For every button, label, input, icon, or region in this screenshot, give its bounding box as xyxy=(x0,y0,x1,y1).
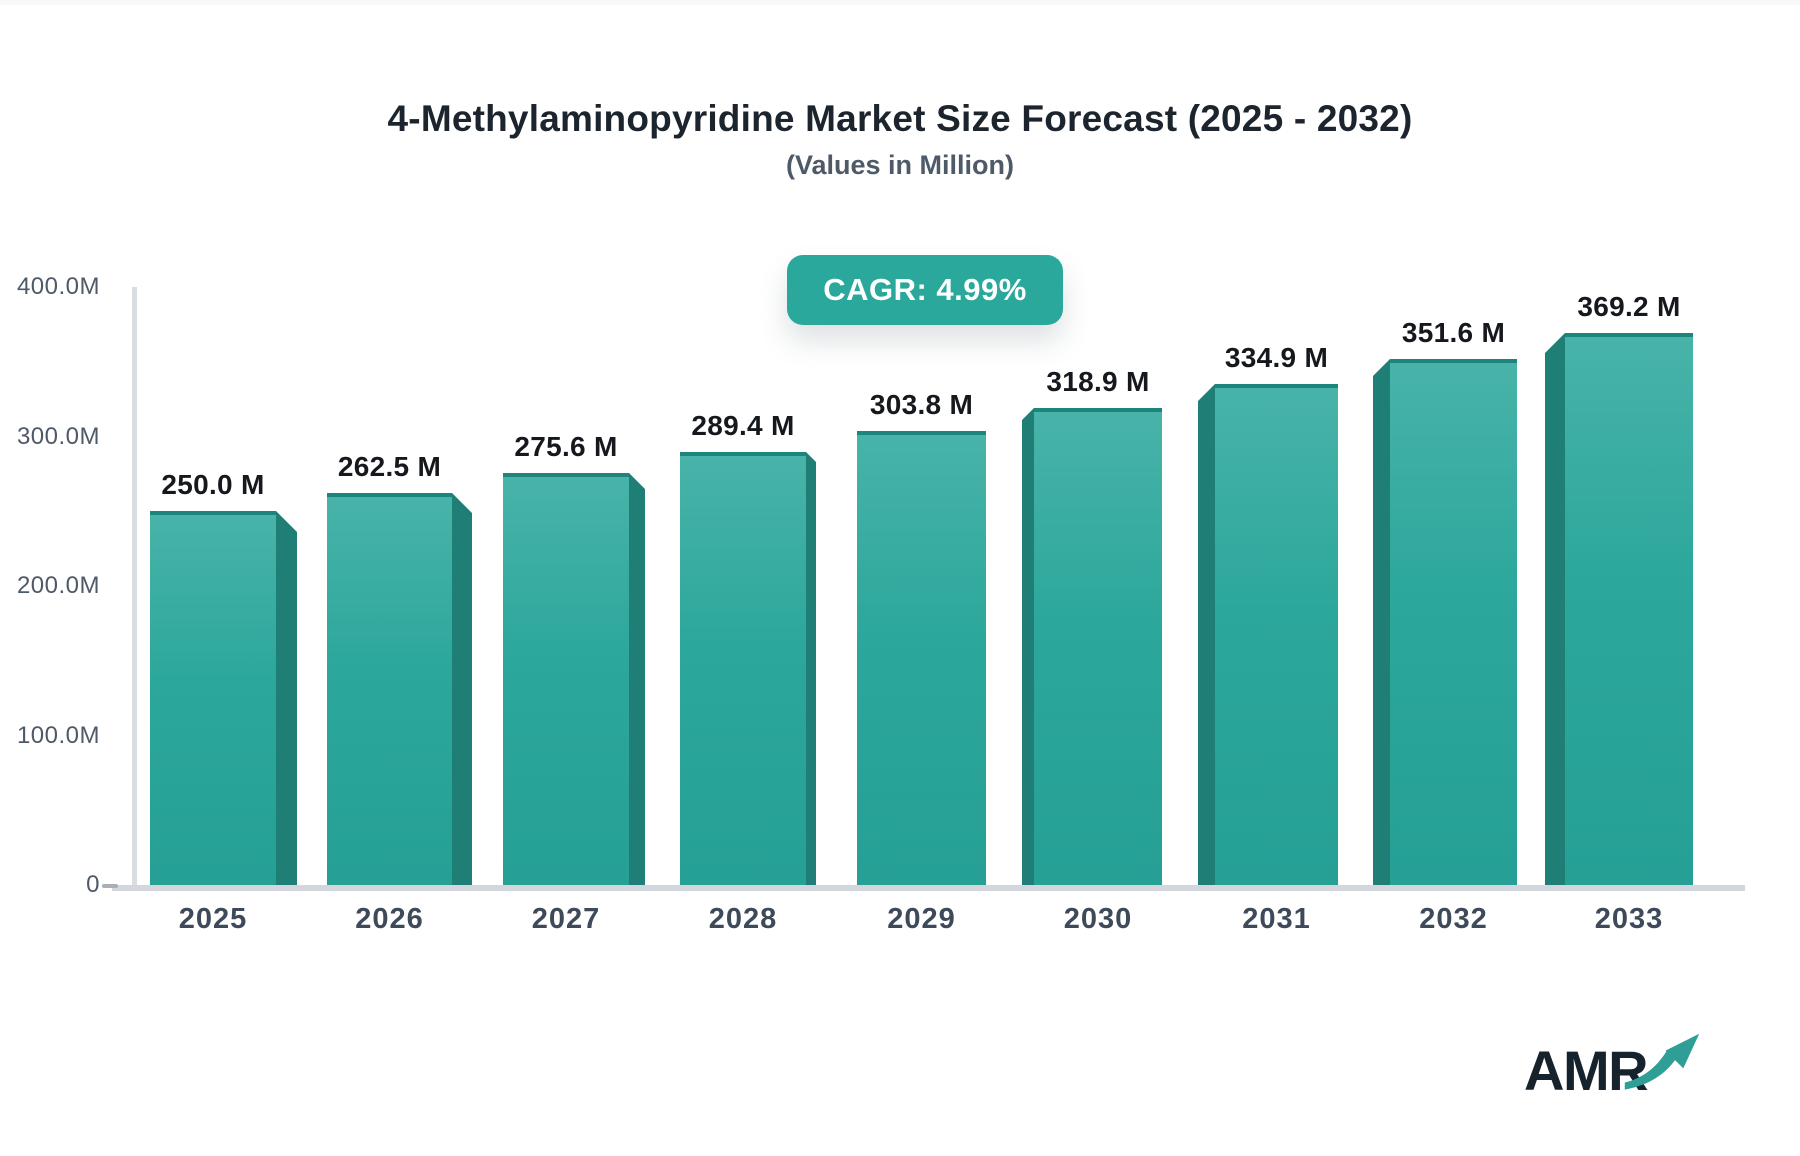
logo-growth-arrow-icon xyxy=(1624,1033,1700,1090)
zero-tick-mark xyxy=(102,884,118,888)
bar-2027 xyxy=(503,473,629,885)
y-axis-tick-label-300: 300.0M xyxy=(16,422,100,450)
amr-logo-text: AMR xyxy=(1524,1039,1649,1102)
bar-2025 xyxy=(150,511,276,885)
bar-2032 xyxy=(1390,359,1517,885)
bar-value-label-2029: 303.8 M xyxy=(869,389,974,420)
x-axis-label-2029: 2029 xyxy=(887,903,956,935)
y-axis-tick-label-200: 200.0M xyxy=(16,572,100,599)
x-axis-label-2032: 2032 xyxy=(1419,903,1488,935)
cagr-badge: CAGR: 4.99% xyxy=(787,255,1063,325)
bar-side-face-2033 xyxy=(1545,333,1565,885)
bar-side-face-2027 xyxy=(629,473,645,885)
bar-side-face-2030 xyxy=(1022,408,1034,885)
bar-value-label-2031: 334.9 M xyxy=(1224,342,1329,373)
bar-2026 xyxy=(327,493,452,885)
chart-title: 4-Methylaminopyridine Market Size Foreca… xyxy=(387,98,1413,139)
chart-subtitle: (Values in Million) xyxy=(785,150,1015,180)
bar-value-label-2028: 289.4 M xyxy=(691,410,795,441)
bar-2029 xyxy=(857,431,986,885)
bar-side-face-2031 xyxy=(1198,384,1215,885)
page-top-band xyxy=(0,0,1800,5)
x-axis-label-2025: 2025 xyxy=(178,903,248,935)
bar-side-face-2032 xyxy=(1373,359,1390,885)
bar-value-label-2032: 351.6 M xyxy=(1401,317,1506,348)
bar-value-label-2033: 369.2 M xyxy=(1577,291,1681,322)
x-axis-label-2027: 2027 xyxy=(531,903,601,935)
bar-side-face-2025 xyxy=(276,511,297,885)
bar-value-label-2027: 275.6 M xyxy=(514,431,618,462)
x-axis-label-2026: 2026 xyxy=(355,903,424,935)
bar-value-label-2025: 250.0 M xyxy=(161,469,265,500)
x-axis-label-2030: 2030 xyxy=(1063,903,1133,935)
y-axis-tick-label-0: 0 xyxy=(86,871,100,898)
bar-2031 xyxy=(1215,384,1338,885)
x-axis-label-2031: 2031 xyxy=(1242,903,1311,935)
y-axis-tick-label-400: 400.0M xyxy=(16,273,100,300)
x-axis-label-2033: 2033 xyxy=(1594,903,1664,935)
x-axis-baseline xyxy=(112,885,1745,891)
x-axis-label-2028: 2028 xyxy=(708,903,778,935)
amr-logo: AMR xyxy=(1524,1030,1701,1100)
y-axis-tick-label-100: 100.0M xyxy=(16,721,100,749)
bar-2028 xyxy=(680,452,806,885)
y-axis-line xyxy=(132,287,137,885)
bar-side-face-2026 xyxy=(452,493,472,885)
bar-value-label-2026: 262.5 M xyxy=(337,451,442,482)
bar-value-label-2030: 318.9 M xyxy=(1046,366,1150,397)
bar-2033 xyxy=(1565,333,1693,885)
bar-2030 xyxy=(1034,408,1162,885)
bar-side-face-2028 xyxy=(806,452,816,885)
